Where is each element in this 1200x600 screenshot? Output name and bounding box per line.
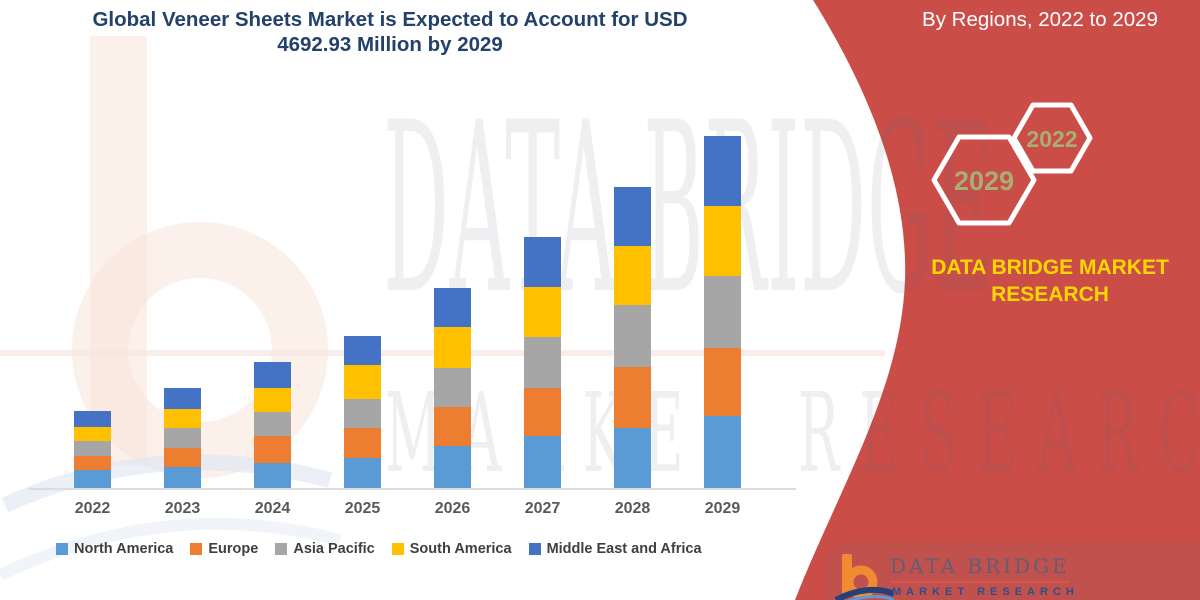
legend-label: North America xyxy=(74,541,174,557)
banner-brand-line1: DATA BRIDGE MARKET xyxy=(931,256,1169,279)
chart-title: Global Veneer Sheets Market is Expected … xyxy=(45,7,735,57)
legend-label: South America xyxy=(409,541,512,557)
legend-swatch-icon xyxy=(190,543,203,555)
ribbon-shape xyxy=(795,0,1200,600)
footer-brand-text: DATA BRIDGE xyxy=(890,554,1070,578)
legend-item: Asia Pacific xyxy=(275,541,375,557)
legend-label: Europe xyxy=(208,541,259,557)
banner-heading: By Regions, 2022 to 2029 xyxy=(922,8,1158,31)
x-axis-line xyxy=(28,488,796,490)
hexagon-small-label: 2022 xyxy=(1026,126,1078,152)
footer-logo-box: DATA BRIDGE MARKET RESEARCH xyxy=(826,542,1200,600)
footer-underline xyxy=(890,581,1070,583)
banner-brand-line2: RESEARCH xyxy=(991,283,1109,306)
legend: North America Europe Asia Pacific South Ame… xyxy=(56,541,702,557)
watermark-line1: DATA BRIDGE xyxy=(383,73,995,346)
banner-brand-text: DATA BRIDGE MARKET RESEARCH xyxy=(920,254,1180,308)
legend-swatch-icon xyxy=(56,543,68,555)
databridge-logo-icon xyxy=(834,554,894,600)
hexagon-big-label: 2029 xyxy=(953,166,1015,196)
legend-label: Asia Pacific xyxy=(293,541,375,557)
legend-swatch-icon xyxy=(528,543,541,555)
legend-item: North America xyxy=(56,541,173,557)
legend-item: Europe xyxy=(190,541,258,557)
legend-item: South America xyxy=(391,541,512,557)
legend-swatch-icon xyxy=(391,543,404,555)
watermark-line2: MARKET RESEARCH xyxy=(385,369,1200,497)
chart-title-line2: 4692.93 Million by 2029 xyxy=(277,33,503,56)
legend-swatch-icon xyxy=(275,543,288,555)
legend-label: Middle East and Africa xyxy=(546,541,702,557)
chart-title-line1: Global Veneer Sheets Market is Expected … xyxy=(92,8,688,31)
footer-subtext: MARKET RESEARCH xyxy=(892,586,1079,598)
legend-item: Middle East and Africa xyxy=(528,541,702,557)
